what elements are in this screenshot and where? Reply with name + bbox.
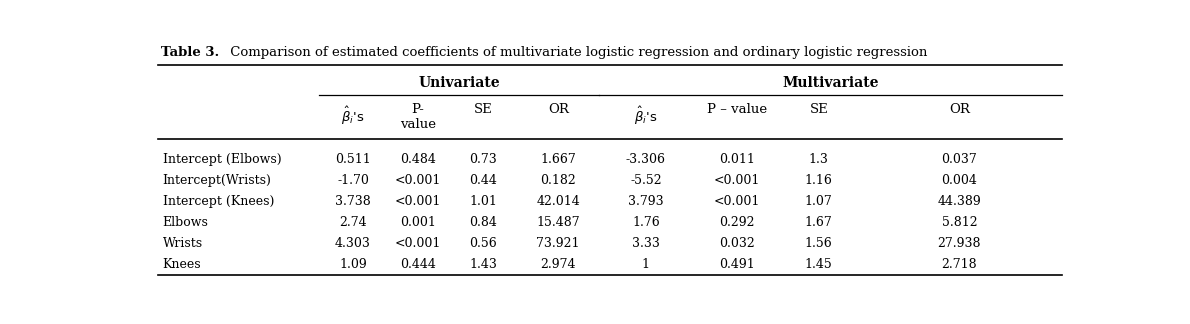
Text: 0.511: 0.511 <box>336 153 371 166</box>
Text: 73.921: 73.921 <box>537 237 580 249</box>
Text: 15.487: 15.487 <box>537 216 580 229</box>
Text: 1.67: 1.67 <box>804 216 833 229</box>
Text: 0.037: 0.037 <box>941 153 977 166</box>
Text: Table 3.: Table 3. <box>161 46 219 59</box>
Text: 3.33: 3.33 <box>632 237 659 249</box>
Text: <0.001: <0.001 <box>394 195 440 208</box>
Text: 1.16: 1.16 <box>804 174 833 187</box>
Text: 27.938: 27.938 <box>938 237 982 249</box>
Text: SE: SE <box>809 103 828 117</box>
Text: <0.001: <0.001 <box>714 195 760 208</box>
Text: 1.45: 1.45 <box>804 258 833 271</box>
Text: Intercept(Wrists): Intercept(Wrists) <box>163 174 271 187</box>
Text: 0.56: 0.56 <box>469 237 497 249</box>
Text: 42.014: 42.014 <box>537 195 580 208</box>
Text: P-: P- <box>412 103 424 117</box>
Text: Elbows: Elbows <box>163 216 208 229</box>
Text: SE: SE <box>474 103 493 117</box>
Text: Intercept (Elbows): Intercept (Elbows) <box>163 153 281 166</box>
Text: Multivariate: Multivariate <box>782 75 878 89</box>
Text: 0.182: 0.182 <box>540 174 576 187</box>
Text: 1.43: 1.43 <box>469 258 497 271</box>
Text: Wrists: Wrists <box>163 237 202 249</box>
Text: P – value: P – value <box>707 103 766 117</box>
Text: 1.07: 1.07 <box>804 195 833 208</box>
Text: $\hat{\beta}_i$'s: $\hat{\beta}_i$'s <box>342 105 365 127</box>
Text: <0.001: <0.001 <box>394 174 440 187</box>
Text: 1.3: 1.3 <box>809 153 828 166</box>
Text: 5.812: 5.812 <box>941 216 977 229</box>
Text: Comparison of estimated coefficients of multivariate logistic regression and ord: Comparison of estimated coefficients of … <box>226 46 927 59</box>
Text: 44.389: 44.389 <box>938 195 982 208</box>
Text: 3.793: 3.793 <box>628 195 664 208</box>
Text: 0.484: 0.484 <box>400 153 436 166</box>
Text: <0.001: <0.001 <box>394 237 440 249</box>
Text: 0.44: 0.44 <box>469 174 497 187</box>
Text: Univariate: Univariate <box>418 75 500 89</box>
Text: 0.001: 0.001 <box>400 216 436 229</box>
Text: -5.52: -5.52 <box>630 174 662 187</box>
Text: 2.718: 2.718 <box>941 258 977 271</box>
Text: <0.001: <0.001 <box>714 174 760 187</box>
Text: -3.306: -3.306 <box>626 153 666 166</box>
Text: 0.84: 0.84 <box>469 216 497 229</box>
Text: Intercept (Knees): Intercept (Knees) <box>163 195 274 208</box>
Text: 1.56: 1.56 <box>804 237 833 249</box>
Text: 0.004: 0.004 <box>941 174 977 187</box>
Text: 0.491: 0.491 <box>719 258 754 271</box>
Text: $\hat{\beta}_i$'s: $\hat{\beta}_i$'s <box>634 105 658 127</box>
Text: 0.73: 0.73 <box>469 153 497 166</box>
Text: 0.444: 0.444 <box>400 258 436 271</box>
Text: 0.011: 0.011 <box>719 153 754 166</box>
Text: 1.667: 1.667 <box>540 153 576 166</box>
Text: 1.01: 1.01 <box>469 195 497 208</box>
Text: 0.032: 0.032 <box>719 237 754 249</box>
Text: 1: 1 <box>641 258 650 271</box>
Text: value: value <box>400 119 436 132</box>
Text: 4.303: 4.303 <box>336 237 371 249</box>
Text: OR: OR <box>948 103 970 117</box>
Text: 2.74: 2.74 <box>339 216 367 229</box>
Text: 0.292: 0.292 <box>719 216 754 229</box>
Text: 1.76: 1.76 <box>632 216 659 229</box>
Text: -1.70: -1.70 <box>337 174 369 187</box>
Text: 2.974: 2.974 <box>540 258 576 271</box>
Text: Knees: Knees <box>163 258 201 271</box>
Text: 1.09: 1.09 <box>339 258 367 271</box>
Text: OR: OR <box>547 103 569 117</box>
Text: 3.738: 3.738 <box>336 195 371 208</box>
